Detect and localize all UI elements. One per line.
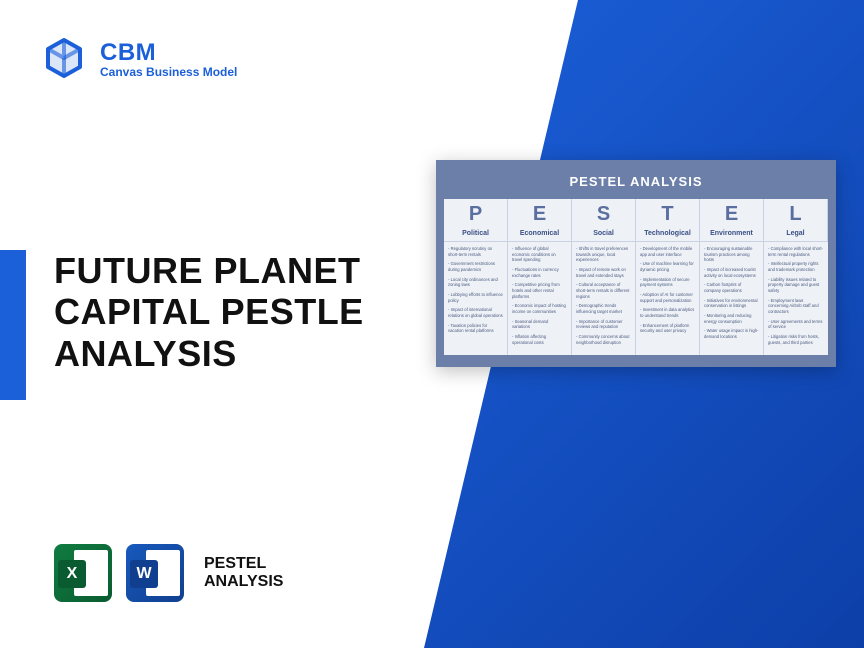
pestel-item: Seasonal demand variations xyxy=(512,319,567,330)
pestel-column-legal: Compliance with local short-term rental … xyxy=(764,242,828,355)
excel-icon: X xyxy=(54,544,112,602)
pestel-grid: P E S T E L Political Economical Social … xyxy=(444,199,828,355)
pestel-letter: T xyxy=(636,199,700,228)
pestel-item: Liability issues related to property dam… xyxy=(768,277,824,294)
pestel-item: Enhancement of platform security and use… xyxy=(640,323,695,334)
pestel-item: Influence of global economic conditions … xyxy=(512,246,567,263)
pestel-item: Water usage impact in high-demand locati… xyxy=(704,328,759,339)
pestel-item: Local city ordinances and zoning laws xyxy=(448,277,503,288)
pestel-column-social: Shifts in travel preferences towards uni… xyxy=(572,242,636,355)
pestel-heading: PESTEL ANALYSIS xyxy=(444,168,828,199)
pestel-letter: L xyxy=(764,199,828,228)
pestel-item: Competitive pricing from hotels and othe… xyxy=(512,282,567,299)
pestel-item: Fluctuations in currency exchange rates xyxy=(512,267,567,278)
pestel-item: Inflation affecting operational costs xyxy=(512,334,567,345)
pestel-item: Community concerns about neighborhood di… xyxy=(576,334,631,345)
pestel-item: Shifts in travel preferences towards uni… xyxy=(576,246,631,263)
pestel-letter: E xyxy=(508,199,572,228)
logo-icon xyxy=(40,36,88,84)
pestel-letter: S xyxy=(572,199,636,228)
footer-icons: X W PESTEL ANALYSIS xyxy=(54,544,283,602)
accent-bar xyxy=(0,250,26,400)
pestel-letter: P xyxy=(444,199,508,228)
footer-label: PESTEL ANALYSIS xyxy=(204,555,283,590)
pestel-category: Technological xyxy=(636,228,700,242)
pestel-category: Economical xyxy=(508,228,572,242)
pestel-item: Investment in data analytics to understa… xyxy=(640,307,695,318)
page-title: FUTURE PLANET CAPITAL PESTLE ANALYSIS xyxy=(54,250,434,374)
pestel-category: Legal xyxy=(764,228,828,242)
pestel-item: Demographic trends influencing target ma… xyxy=(576,303,631,314)
pestel-item: Encouraging sustainable tourism practice… xyxy=(704,246,759,263)
pestel-category: Social xyxy=(572,228,636,242)
brand-logo: CBM Canvas Business Model xyxy=(40,36,237,84)
pestel-item: Impact of increased tourist activity on … xyxy=(704,267,759,278)
brand-name: CBM xyxy=(100,41,237,65)
pestel-item: Regulatory scrutiny on short-term rental… xyxy=(448,246,503,257)
footer-label-line1: PESTEL xyxy=(204,555,283,573)
pestel-item: Government restrictions during pandemics xyxy=(448,261,503,272)
pestel-item: Lobbying efforts to influence policy xyxy=(448,292,503,303)
pestel-item: Importance of customer reviews and reput… xyxy=(576,319,631,330)
pestel-column-political: Regulatory scrutiny on short-term rental… xyxy=(444,242,508,355)
pestel-category: Political xyxy=(444,228,508,242)
footer-label-line2: ANALYSIS xyxy=(204,573,283,591)
pestel-item: Impact of remote work on travel and exte… xyxy=(576,267,631,278)
word-badge: W xyxy=(130,560,158,588)
pestel-item: Intellectual property rights and tradema… xyxy=(768,261,824,272)
pestel-item: Carbon footprint of company operations xyxy=(704,282,759,293)
pestel-column-environment: Encouraging sustainable tourism practice… xyxy=(700,242,764,355)
pestel-item: User agreements and terms of service xyxy=(768,319,824,330)
word-icon: W xyxy=(126,544,184,602)
pestel-item: Use of machine learning for dynamic pric… xyxy=(640,261,695,272)
pestel-item: Initiatives for environmental conservati… xyxy=(704,298,759,309)
pestel-item: Adoption of AI for customer support and … xyxy=(640,292,695,303)
pestel-item: Development of the mobile app and user i… xyxy=(640,246,695,257)
pestel-column-economical: Influence of global economic conditions … xyxy=(508,242,572,355)
pestel-card: PESTEL ANALYSIS P E S T E L Political Ec… xyxy=(436,160,836,367)
pestel-item: Monitoring and reducing energy consumpti… xyxy=(704,313,759,324)
pestel-category: Environment xyxy=(700,228,764,242)
brand-tagline: Canvas Business Model xyxy=(100,65,237,79)
pestel-item: Impact of international relations on glo… xyxy=(448,307,503,318)
pestel-item: Litigation risks from hosts, guests, and… xyxy=(768,334,824,345)
pestel-item: Employment laws concerning Airbnb staff … xyxy=(768,298,824,315)
excel-badge: X xyxy=(58,560,86,588)
pestel-letter: E xyxy=(700,199,764,228)
pestel-item: Compliance with local short-term rental … xyxy=(768,246,824,257)
pestel-item: Economic impact of hosting income on com… xyxy=(512,303,567,314)
pestel-column-technological: Development of the mobile app and user i… xyxy=(636,242,700,355)
pestel-item: Implementation of secure payment systems xyxy=(640,277,695,288)
pestel-item: Taxation policies for vacation rental pl… xyxy=(448,323,503,334)
pestel-item: Cultural acceptance of short-term rental… xyxy=(576,282,631,299)
